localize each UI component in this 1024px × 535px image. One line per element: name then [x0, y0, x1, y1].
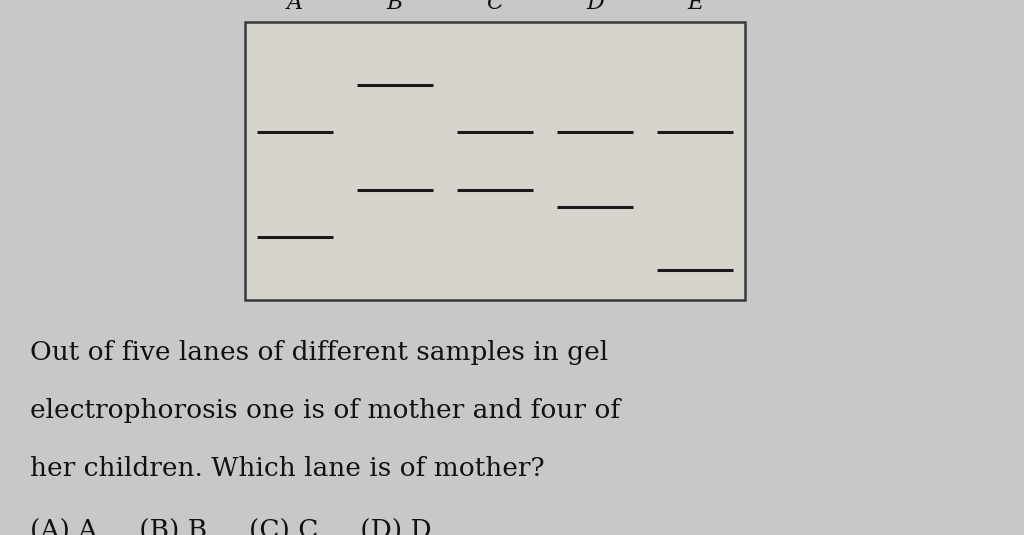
Text: B: B	[387, 0, 403, 14]
Text: E: E	[687, 0, 703, 14]
Text: Out of five lanes of different samples in gel: Out of five lanes of different samples i…	[30, 340, 608, 365]
Text: her children. Which lane is of mother?: her children. Which lane is of mother?	[30, 456, 545, 481]
Bar	[245, 22, 745, 300]
Text: electrophorosis one is of mother and four of: electrophorosis one is of mother and fou…	[30, 398, 621, 423]
Text: C: C	[486, 0, 504, 14]
Text: D: D	[586, 0, 604, 14]
Text: A: A	[287, 0, 303, 14]
Text: (A) A     (B) B     (C) C     (D) D: (A) A (B) B (C) C (D) D	[30, 519, 432, 535]
